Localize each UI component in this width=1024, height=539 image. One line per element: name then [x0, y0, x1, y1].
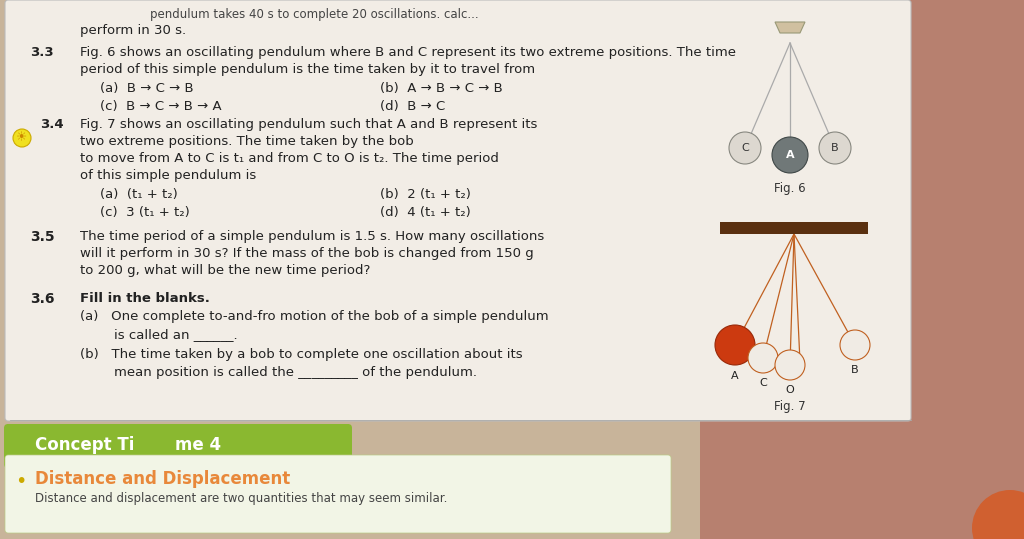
Text: two extreme positions. The time taken by the bob: two extreme positions. The time taken by… — [80, 135, 414, 148]
Text: (b)  A → B → C → B: (b) A → B → C → B — [380, 82, 503, 95]
Circle shape — [972, 490, 1024, 539]
Text: to 200 g, what will be the new time period?: to 200 g, what will be the new time peri… — [80, 264, 371, 277]
Circle shape — [715, 325, 755, 365]
Text: The time period of a simple pendulum is 1.5 s. How many oscillations: The time period of a simple pendulum is … — [80, 230, 544, 243]
Circle shape — [772, 137, 808, 173]
Text: 3.6: 3.6 — [30, 292, 54, 306]
Text: mean position is called the _________ of the pendulum.: mean position is called the _________ of… — [80, 366, 477, 379]
FancyBboxPatch shape — [5, 455, 671, 533]
Text: C: C — [741, 143, 749, 153]
Bar — [720, 222, 868, 234]
Text: pendulum takes 40 s to complete 20 oscillations. calc...: pendulum takes 40 s to complete 20 oscil… — [150, 8, 478, 21]
Text: B: B — [851, 365, 859, 375]
Text: (d)  4 (t₁ + t₂): (d) 4 (t₁ + t₂) — [380, 206, 471, 219]
Text: (a)   One complete to-and-fro motion of the bob of a simple pendulum: (a) One complete to-and-fro motion of th… — [80, 310, 549, 323]
Circle shape — [819, 132, 851, 164]
FancyBboxPatch shape — [4, 424, 352, 468]
FancyBboxPatch shape — [5, 0, 911, 421]
Text: (b)   The time taken by a bob to complete one oscillation about its: (b) The time taken by a bob to complete … — [80, 348, 522, 361]
Text: Fill in the blanks.: Fill in the blanks. — [80, 292, 210, 305]
Circle shape — [748, 343, 778, 373]
Text: period of this simple pendulum is the time taken by it to travel from: period of this simple pendulum is the ti… — [80, 63, 536, 76]
Text: ☀: ☀ — [16, 132, 28, 144]
Text: Fig. 6 shows an oscillating pendulum where B and C represent its two extreme pos: Fig. 6 shows an oscillating pendulum whe… — [80, 46, 736, 59]
Text: 3.5: 3.5 — [30, 230, 54, 244]
Text: of this simple pendulum is: of this simple pendulum is — [80, 169, 256, 182]
Text: (b)  2 (t₁ + t₂): (b) 2 (t₁ + t₂) — [380, 188, 471, 201]
Text: O: O — [785, 385, 795, 395]
Text: A: A — [785, 150, 795, 160]
Text: Distance and Displacement: Distance and Displacement — [35, 470, 290, 488]
Text: Fig. 7 shows an oscillating pendulum such that A and B represent its: Fig. 7 shows an oscillating pendulum suc… — [80, 118, 538, 131]
Polygon shape — [775, 22, 805, 33]
Text: 3.3: 3.3 — [30, 46, 53, 59]
Circle shape — [775, 350, 805, 380]
Text: Concept Ti: Concept Ti — [35, 436, 134, 454]
Text: perform in 30 s.: perform in 30 s. — [80, 24, 186, 37]
Text: (a)  B → C → B: (a) B → C → B — [100, 82, 194, 95]
Text: will it perform in 30 s? If the mass of the bob is changed from 150 g: will it perform in 30 s? If the mass of … — [80, 247, 534, 260]
Text: (c)  B → C → B → A: (c) B → C → B → A — [100, 100, 221, 113]
Text: Distance and displacement are two quantities that may seem similar.: Distance and displacement are two quanti… — [35, 492, 447, 505]
Text: •: • — [15, 472, 27, 491]
Circle shape — [13, 129, 31, 147]
Text: 3.4: 3.4 — [40, 118, 63, 131]
Text: Fig. 6: Fig. 6 — [774, 182, 806, 195]
Text: me 4: me 4 — [175, 436, 221, 454]
Text: to move from A to C is t₁ and from C to O is t₂. The time period: to move from A to C is t₁ and from C to … — [80, 152, 499, 165]
Text: (d)  B → C: (d) B → C — [380, 100, 445, 113]
Text: B: B — [831, 143, 839, 153]
Text: (a)  (t₁ + t₂): (a) (t₁ + t₂) — [100, 188, 178, 201]
Circle shape — [729, 132, 761, 164]
Bar — [700, 0, 1024, 539]
Text: Fig. 7: Fig. 7 — [774, 400, 806, 413]
Text: is called an ______.: is called an ______. — [80, 328, 238, 341]
Text: C: C — [759, 378, 767, 388]
Text: (c)  3 (t₁ + t₂): (c) 3 (t₁ + t₂) — [100, 206, 189, 219]
Text: A: A — [731, 371, 738, 381]
Circle shape — [840, 330, 870, 360]
